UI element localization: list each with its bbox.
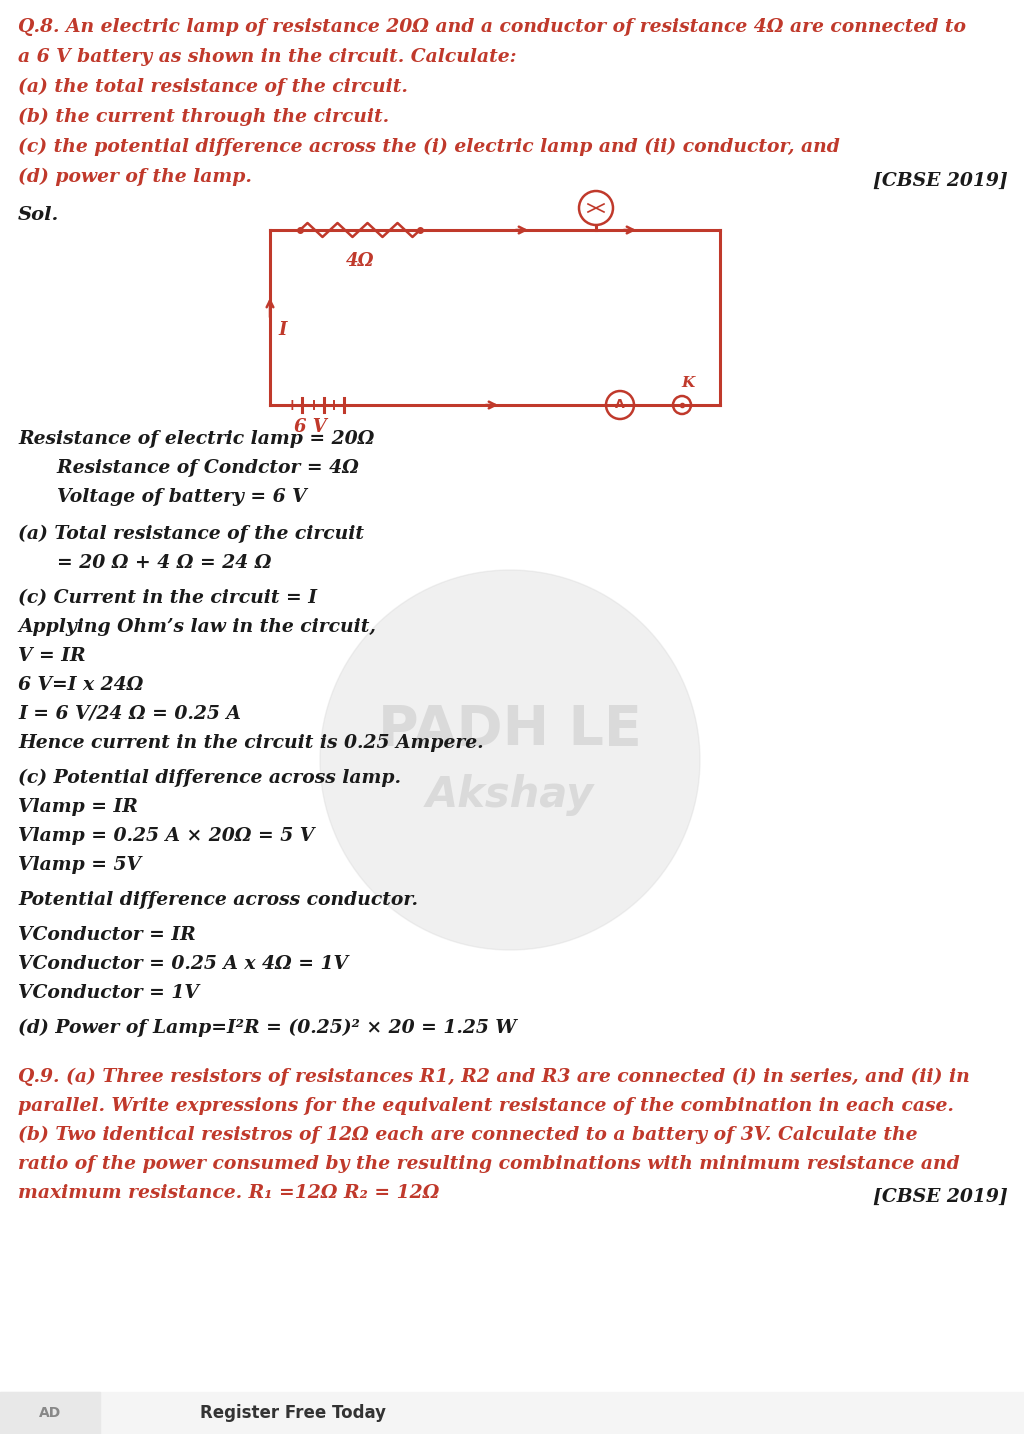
Text: (d) power of the lamp.: (d) power of the lamp. xyxy=(18,168,252,186)
Text: AD: AD xyxy=(39,1405,61,1420)
Bar xyxy=(0,1392,100,1434)
Circle shape xyxy=(319,569,700,949)
Text: Q.9. (a) Three resistors of resistances R1, R2 and R3 are connected (i) in serie: Q.9. (a) Three resistors of resistances … xyxy=(18,1068,970,1086)
Text: (b) the current through the circuit.: (b) the current through the circuit. xyxy=(18,108,389,126)
Text: (c) Current in the circuit = I: (c) Current in the circuit = I xyxy=(18,589,317,607)
Text: maximum resistance. R₁ =12Ω R₂ = 12Ω: maximum resistance. R₁ =12Ω R₂ = 12Ω xyxy=(18,1184,439,1202)
Text: K: K xyxy=(681,376,694,390)
Text: ratio of the power consumed by the resulting combinations with minimum resistanc: ratio of the power consumed by the resul… xyxy=(18,1154,959,1173)
Text: [CBSE 2019]: [CBSE 2019] xyxy=(873,172,1008,189)
Text: parallel. Write expressions for the equivalent resistance of the combination in : parallel. Write expressions for the equi… xyxy=(18,1097,954,1116)
Text: 4Ω: 4Ω xyxy=(346,252,374,270)
Text: VConductor = 1V: VConductor = 1V xyxy=(18,984,199,1002)
Text: Resistance of electric lamp = 20Ω: Resistance of electric lamp = 20Ω xyxy=(18,430,375,447)
Text: = 20 Ω + 4 Ω = 24 Ω: = 20 Ω + 4 Ω = 24 Ω xyxy=(18,554,271,572)
Text: Vlamp = 0.25 A × 20Ω = 5 V: Vlamp = 0.25 A × 20Ω = 5 V xyxy=(18,827,314,845)
Text: 6 V: 6 V xyxy=(294,417,327,436)
Bar xyxy=(0,1392,1024,1434)
Text: VConductor = 0.25 A x 4Ω = 1V: VConductor = 0.25 A x 4Ω = 1V xyxy=(18,955,348,974)
Text: (a) the total resistance of the circuit.: (a) the total resistance of the circuit. xyxy=(18,77,408,96)
Text: Applying Ohm’s law in the circuit,: Applying Ohm’s law in the circuit, xyxy=(18,618,376,637)
Text: I = 6 V/24 Ω = 0.25 A: I = 6 V/24 Ω = 0.25 A xyxy=(18,706,241,723)
Text: Resistance of Condctor = 4Ω: Resistance of Condctor = 4Ω xyxy=(18,459,358,478)
Text: (b) Two identical resistros of 12Ω each are connected to a battery of 3V. Calcul: (b) Two identical resistros of 12Ω each … xyxy=(18,1126,918,1144)
Text: [CBSE 2019]: [CBSE 2019] xyxy=(873,1187,1008,1206)
Text: (c) the potential difference across the (i) electric lamp and (ii) conductor, an: (c) the potential difference across the … xyxy=(18,138,840,156)
Text: (a) Total resistance of the circuit: (a) Total resistance of the circuit xyxy=(18,525,364,543)
Text: A: A xyxy=(615,399,625,412)
Text: Potential difference across conductor.: Potential difference across conductor. xyxy=(18,891,418,909)
Text: Q.8. An electric lamp of resistance 20Ω and a conductor of resistance 4Ω are con: Q.8. An electric lamp of resistance 20Ω … xyxy=(18,19,966,36)
Text: (c) Potential difference across lamp.: (c) Potential difference across lamp. xyxy=(18,769,401,787)
Text: Sol.: Sol. xyxy=(18,206,59,224)
Text: PADH LE: PADH LE xyxy=(378,703,642,757)
Text: Vlamp = IR: Vlamp = IR xyxy=(18,797,138,816)
Text: Hence current in the circuit is 0.25 Ampere.: Hence current in the circuit is 0.25 Amp… xyxy=(18,734,483,751)
Text: Vlamp = 5V: Vlamp = 5V xyxy=(18,856,141,873)
Text: Akshay: Akshay xyxy=(426,774,594,816)
Text: +: + xyxy=(286,397,298,413)
Text: a 6 V battery as shown in the circuit. Calculate:: a 6 V battery as shown in the circuit. C… xyxy=(18,47,516,66)
Text: Register Free Today: Register Free Today xyxy=(200,1404,386,1423)
Text: I: I xyxy=(278,321,287,338)
Text: VConductor = IR: VConductor = IR xyxy=(18,926,196,944)
Text: (d) Power of Lamp=I²R = (0.25)² × 20 = 1.25 W: (d) Power of Lamp=I²R = (0.25)² × 20 = 1… xyxy=(18,1020,516,1037)
Text: V = IR: V = IR xyxy=(18,647,86,665)
Text: 6 V=I x 24Ω: 6 V=I x 24Ω xyxy=(18,675,143,694)
Text: Voltage of battery = 6 V: Voltage of battery = 6 V xyxy=(18,488,306,506)
